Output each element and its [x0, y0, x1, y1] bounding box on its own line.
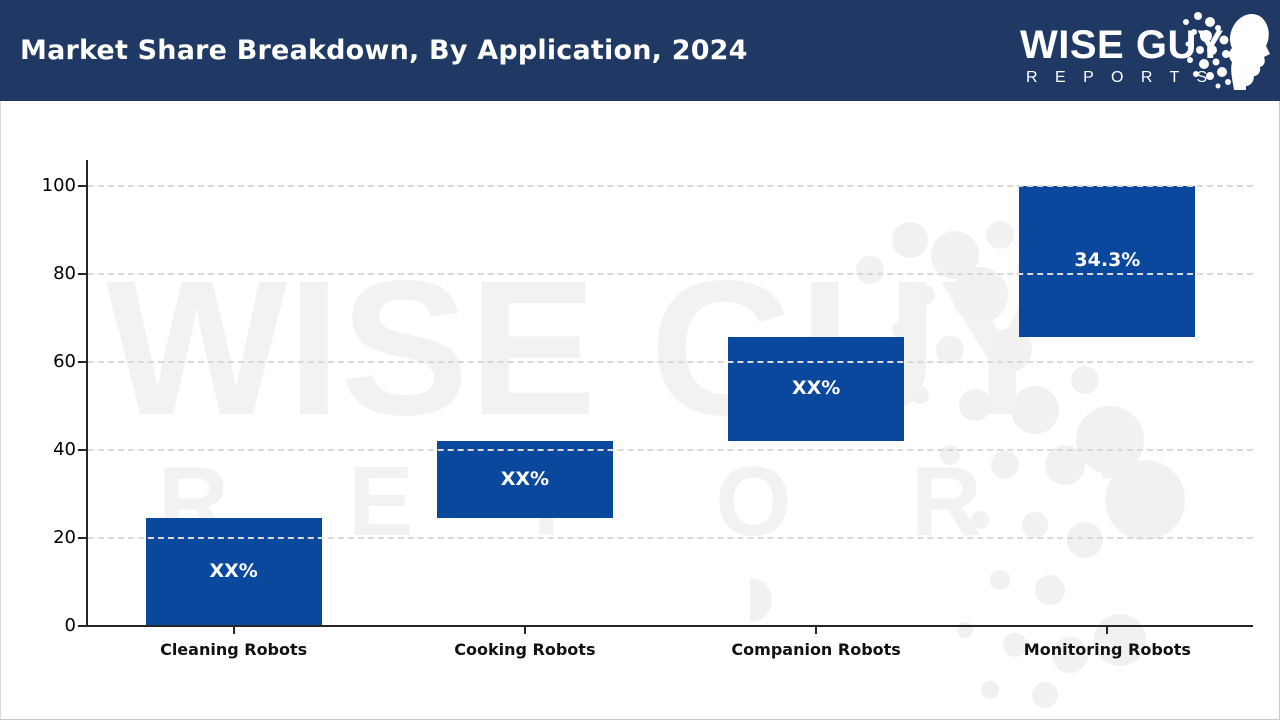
x-tick-companion-robots — [815, 626, 818, 634]
y-tick-label-20: 20 — [53, 527, 76, 548]
y-tick-label-0: 0 — [64, 615, 76, 636]
y-tick-label-80: 80 — [53, 263, 76, 284]
page-title: Market Share Breakdown, By Application, … — [20, 35, 748, 66]
header-bar: Market Share Breakdown, By Application, … — [0, 0, 1280, 101]
watermark-text-wiseguy: WISE GUY — [106, 240, 1067, 455]
bar-cooking-robots — [436, 441, 613, 519]
y-tick-40 — [78, 449, 86, 451]
y-tick-80 — [78, 273, 86, 275]
y-tick-60 — [78, 361, 86, 363]
bar-label-cooking-robots: XX% — [500, 467, 550, 490]
y-axis-line — [86, 160, 88, 627]
bar-monitoring-robots — [1019, 186, 1196, 337]
gridline-40 — [88, 449, 1253, 451]
x-label-cleaning-robots: Cleaning Robots — [160, 640, 308, 659]
bar-label-cleaning-robots: XX% — [209, 560, 258, 583]
gridline-100 — [88, 185, 1253, 187]
bar-label-companion-robots: XX% — [791, 377, 841, 400]
logo-face-silhouette — [1229, 13, 1270, 90]
gridline-20 — [88, 537, 1253, 539]
x-label-monitoring-robots: Monitoring Robots — [1023, 640, 1191, 659]
y-tick-20 — [78, 537, 86, 539]
x-tick-cooking-robots — [523, 626, 526, 634]
wise-guy-logo: WISE GUY R E P O R T S — [1020, 11, 1270, 90]
gridline-60 — [88, 361, 1253, 363]
logo-text-line2: R E P O R T S — [1026, 69, 1214, 86]
gridline-80 — [88, 273, 1253, 275]
bar-label-monitoring-robots: 34.3% — [1074, 249, 1141, 272]
y-tick-label-100: 100 — [41, 175, 76, 196]
bar-companion-robots — [728, 336, 905, 442]
x-label-cooking-robots: Cooking Robots — [454, 640, 596, 659]
bar-cleaning-robots — [145, 518, 322, 626]
x-tick-cleaning-robots — [232, 626, 235, 634]
logo-face-dots-icon — [1183, 11, 1270, 90]
x-label-companion-robots: Companion Robots — [731, 640, 901, 659]
y-tick-label-60: 60 — [53, 351, 76, 372]
y-tick-label-40: 40 — [53, 439, 76, 460]
x-tick-monitoring-robots — [1106, 626, 1109, 634]
x-axis-line — [86, 625, 1253, 627]
y-tick-0 — [78, 625, 86, 627]
y-tick-100 — [78, 185, 86, 187]
